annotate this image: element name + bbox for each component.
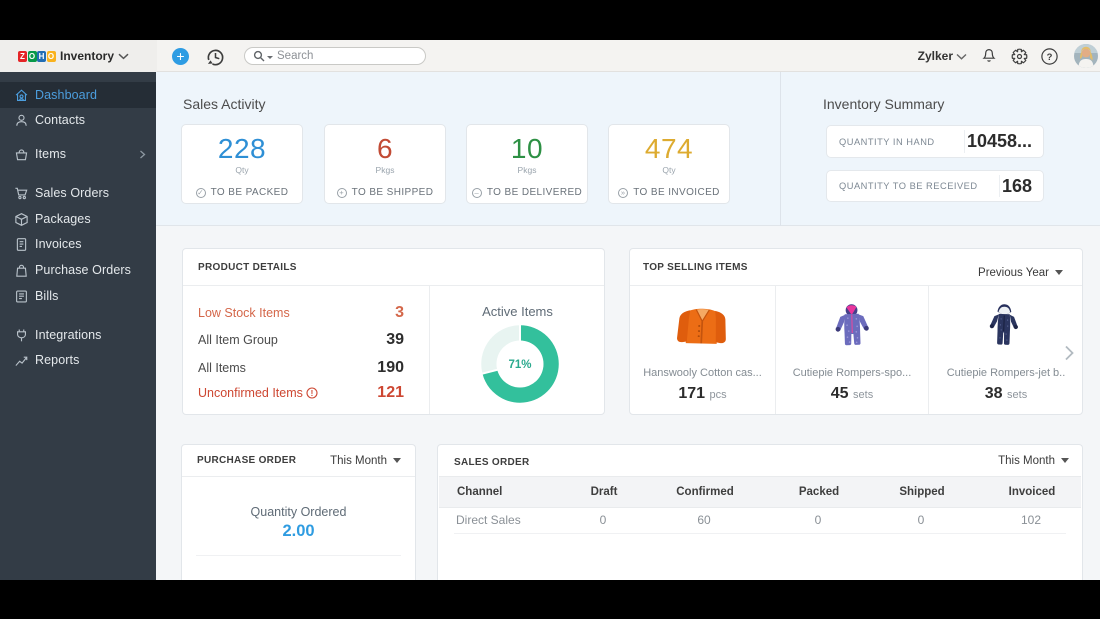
- svg-text:71%: 71%: [508, 359, 531, 371]
- svg-text:?: ?: [1047, 52, 1053, 63]
- svg-text:!: !: [311, 389, 314, 398]
